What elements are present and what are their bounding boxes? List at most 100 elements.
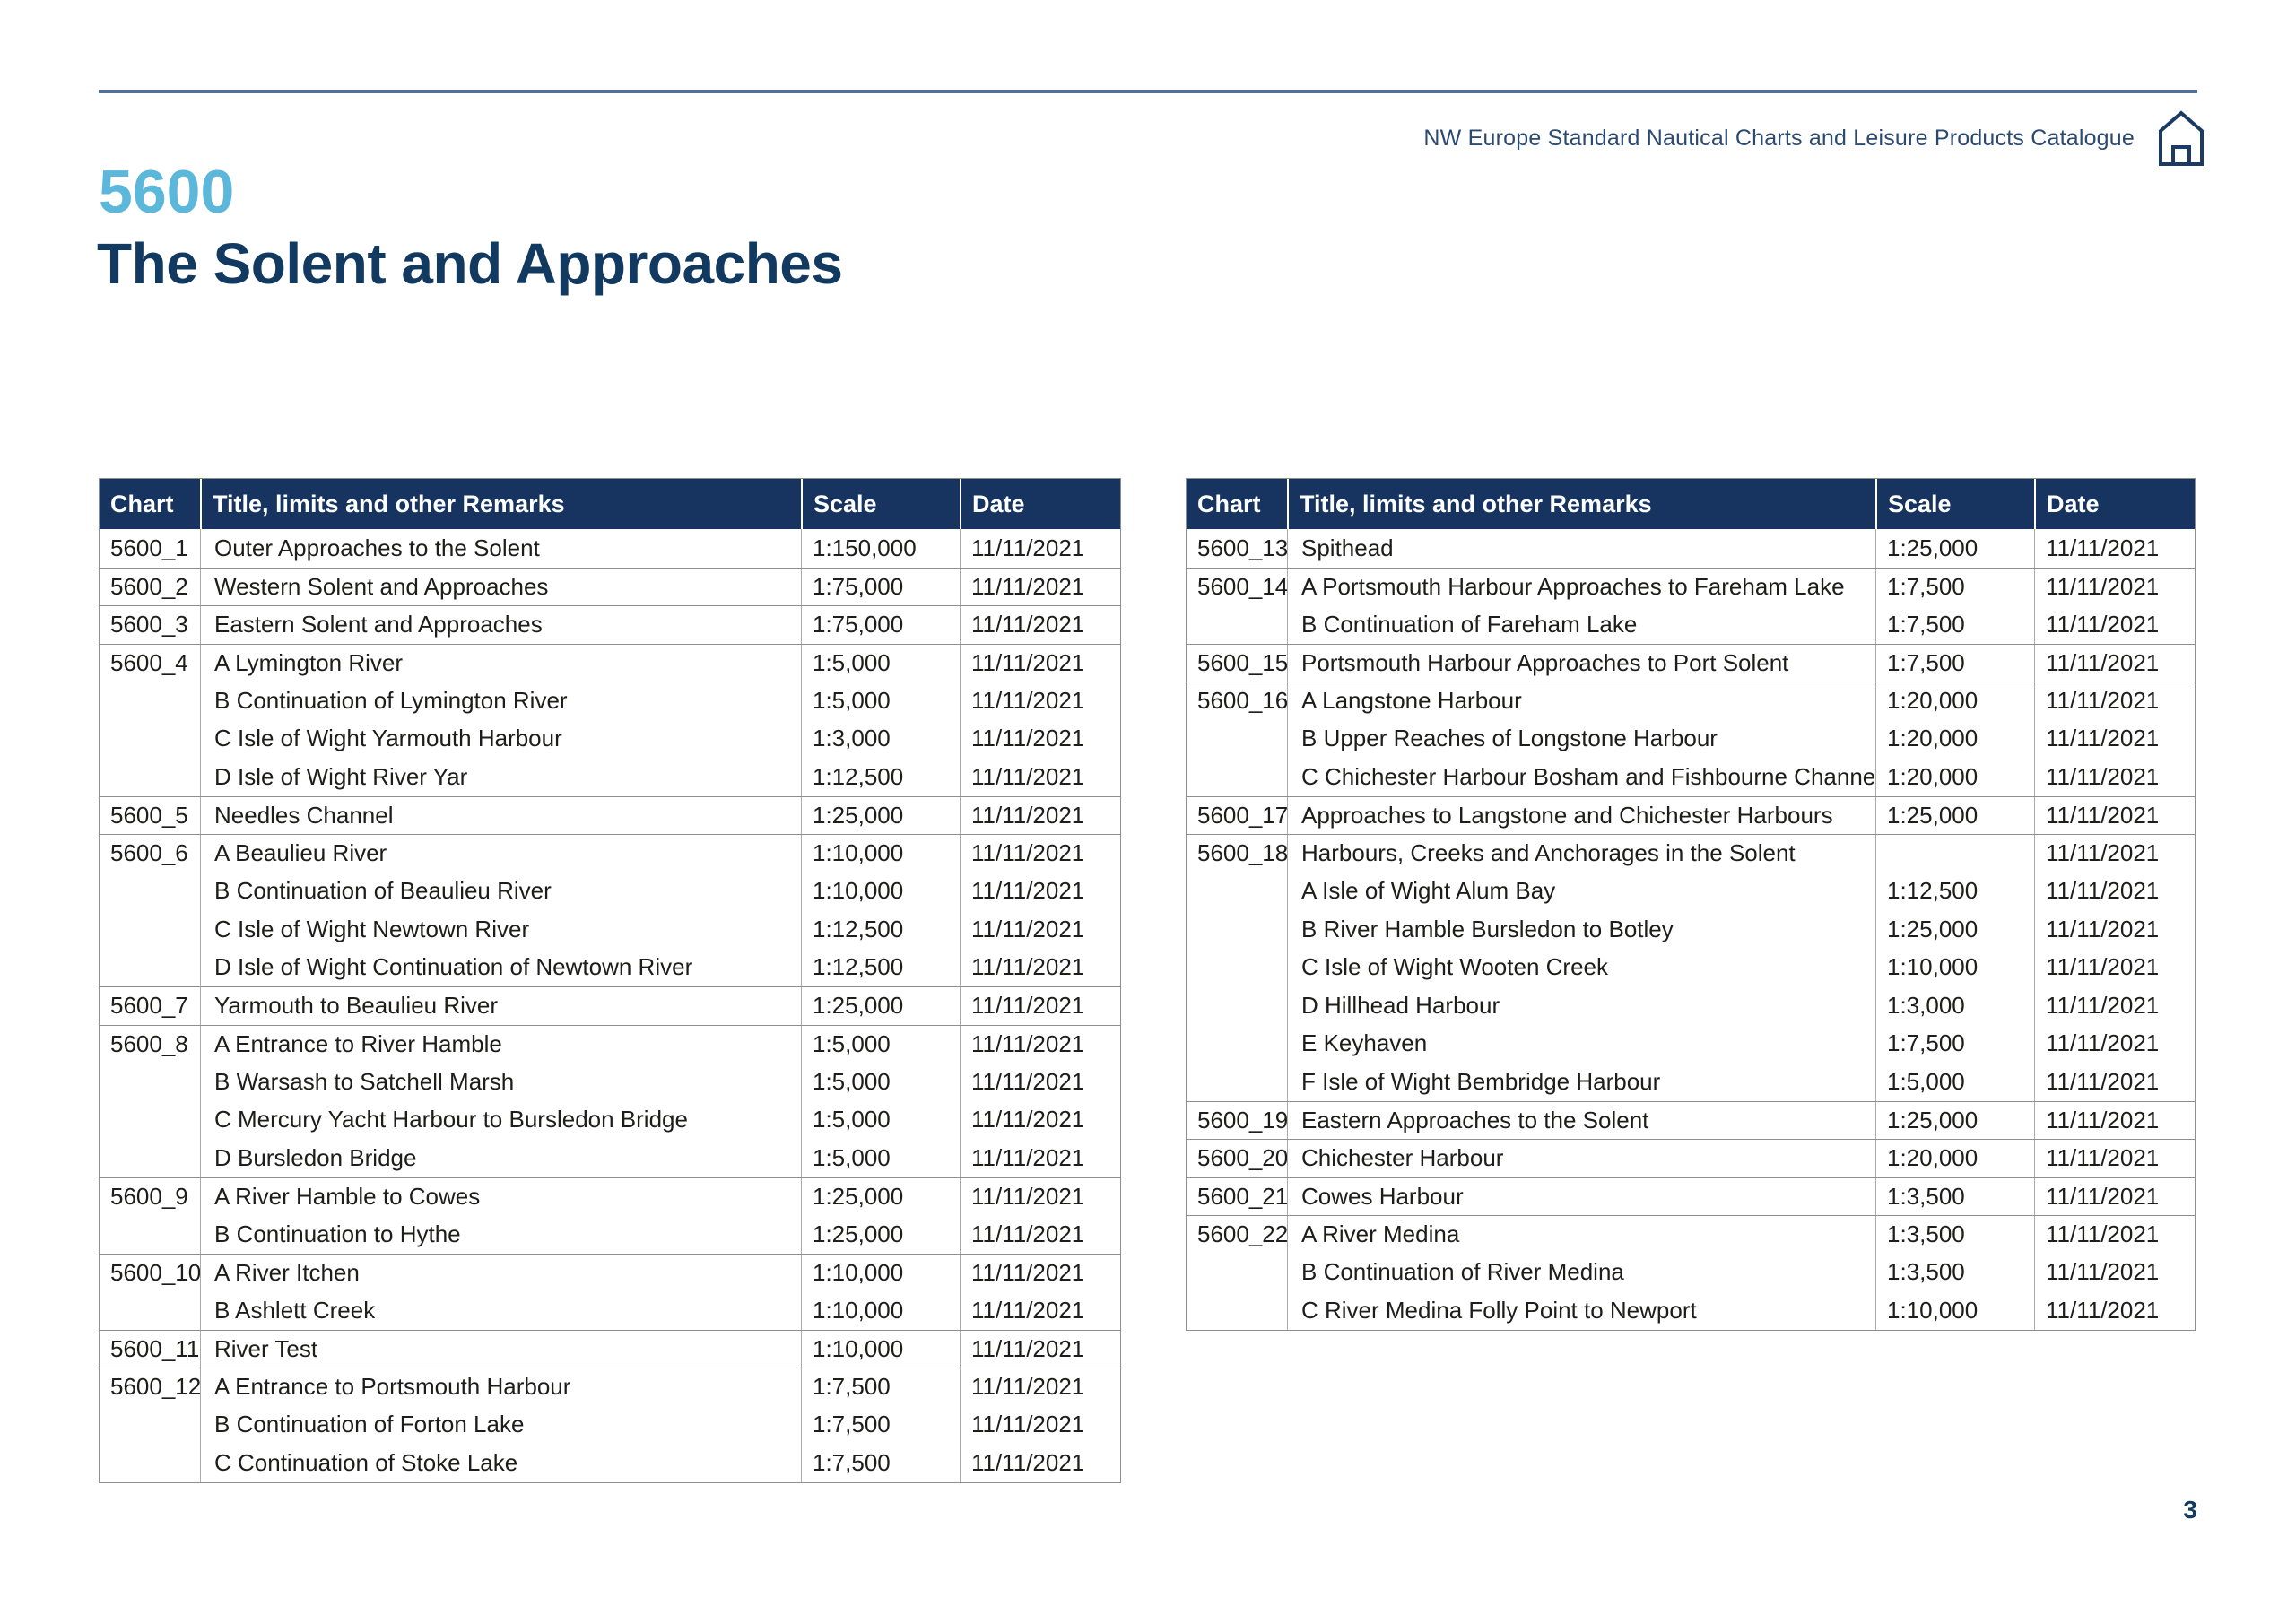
- scale-cell: 1:10,000: [801, 1291, 960, 1330]
- scale-cell: 1:10,000: [801, 1330, 960, 1368]
- chart-id-cell: 5600_20: [1197, 1144, 1287, 1172]
- chart-id-cell: [100, 1406, 200, 1445]
- date-cell: 11/11/2021: [2034, 1101, 2195, 1139]
- scale-cell: 1:7,500: [801, 1405, 960, 1444]
- scale-cell: 1:20,000: [1875, 719, 2034, 758]
- title-cell: C Mercury Yacht Harbour to Bursledon Bri…: [200, 1100, 801, 1139]
- table-body: 5600_1 Outer Approaches to the Solent 1:…: [100, 529, 1120, 1482]
- date-cell: 11/11/2021: [960, 606, 1120, 644]
- date-cell: 11/11/2021: [2034, 758, 2195, 796]
- scale-cell: 1:3,000: [1875, 986, 2034, 1025]
- date-cell: 11/11/2021: [960, 682, 1120, 720]
- chart-id-cell: [1187, 1254, 1287, 1292]
- chart-id-cell: [100, 1215, 200, 1254]
- scale-cell: 1:7,500: [801, 1444, 960, 1482]
- chart-id-cell: [1187, 873, 1287, 911]
- catalogue-header: NW Europe Standard Nautical Charts and L…: [1423, 109, 2208, 168]
- chart-id-cell: [1187, 605, 1287, 644]
- title-cell: A Portsmouth Harbour Approaches to Fareh…: [1287, 568, 1875, 605]
- scale-cell: [1875, 835, 2034, 873]
- table-row: D Hillhead Harbour 1:3,000 11/11/2021: [1187, 986, 2195, 1025]
- scale-cell: 1:5,000: [801, 1139, 960, 1177]
- scale-cell: 1:7,500: [1875, 1024, 2034, 1063]
- title-cell: Chichester Harbour: [1287, 1140, 1875, 1177]
- date-cell: 11/11/2021: [960, 987, 1120, 1025]
- chart-id-cell: [1187, 986, 1287, 1025]
- date-cell: 11/11/2021: [960, 758, 1120, 796]
- title-cell: A Beaulieu River: [200, 835, 801, 873]
- title-cell: C Chichester Harbour Bosham and Fishbour…: [1287, 758, 1875, 796]
- title-cell: Eastern Approaches to the Solent: [1287, 1101, 1875, 1139]
- date-cell: 11/11/2021: [2034, 605, 2195, 644]
- chart-id-cell: 5600_11: [110, 1334, 200, 1362]
- chart-id-cell: 5600_4: [110, 648, 188, 676]
- date-cell: 11/11/2021: [960, 1063, 1120, 1101]
- date-cell: 11/11/2021: [960, 719, 1120, 758]
- table-row: 5600_14 A Portsmouth Harbour Approaches …: [1187, 567, 2195, 605]
- chart-id-cell: [100, 1063, 200, 1101]
- title-cell: Approaches to Langstone and Chichester H…: [1287, 796, 1875, 834]
- table-row: 5600_2 Western Solent and Approaches 1:7…: [100, 567, 1120, 605]
- title-cell: B River Hamble Bursledon to Botley: [1287, 910, 1875, 949]
- title-cell: A Entrance to Portsmouth Harbour: [200, 1368, 801, 1406]
- catalogue-title: NW Europe Standard Nautical Charts and L…: [1423, 125, 2135, 151]
- table-row: B Continuation to Hythe 1:25,000 11/11/2…: [100, 1215, 1120, 1254]
- date-cell: 11/11/2021: [960, 1177, 1120, 1215]
- date-cell: 11/11/2021: [960, 568, 1120, 605]
- chart-id-cell: 5600_3: [110, 611, 188, 638]
- date-cell: 11/11/2021: [960, 948, 1120, 986]
- chart-id-cell: [1187, 1025, 1287, 1064]
- chart-id-cell: 5600_9: [110, 1182, 188, 1210]
- title-cell: D Bursledon Bridge: [200, 1139, 801, 1177]
- scale-cell: 1:25,000: [801, 1177, 960, 1215]
- chart-id-cell: 5600_16: [1197, 687, 1287, 715]
- date-cell: 11/11/2021: [2034, 682, 2195, 720]
- title-cell: Western Solent and Approaches: [200, 568, 801, 605]
- date-cell: 11/11/2021: [960, 1100, 1120, 1139]
- chart-table-right: Chart Title, limits and other Remarks Sc…: [1186, 478, 2196, 1331]
- title-cell: C River Medina Folly Point to Newport: [1287, 1291, 1875, 1330]
- date-cell: 11/11/2021: [960, 1025, 1120, 1063]
- chart-id-cell: [100, 1444, 200, 1482]
- table-row: 5600_7 Yarmouth to Beaulieu River 1:25,0…: [100, 986, 1120, 1025]
- date-cell: 11/11/2021: [2034, 948, 2195, 986]
- scale-cell: 1:3,500: [1875, 1177, 2034, 1215]
- scale-cell: 1:25,000: [801, 987, 960, 1025]
- chart-id-cell: [100, 910, 200, 949]
- chart-series-number: 5600: [99, 158, 235, 226]
- scale-cell: 1:12,500: [1875, 872, 2034, 910]
- chart-id-cell: 5600_15: [1197, 648, 1287, 676]
- title-cell: C Continuation of Stoke Lake: [200, 1444, 801, 1482]
- scale-cell: 1:25,000: [1875, 796, 2034, 834]
- date-cell: 11/11/2021: [2034, 719, 2195, 758]
- title-cell: C Isle of Wight Yarmouth Harbour: [200, 719, 801, 758]
- scale-cell: 1:5,000: [801, 644, 960, 682]
- chart-id-cell: 5600_12: [110, 1373, 200, 1401]
- title-cell: B Warsash to Satchell Marsh: [200, 1063, 801, 1101]
- scale-cell: 1:10,000: [1875, 948, 2034, 986]
- scale-cell: 1:3,000: [801, 719, 960, 758]
- title-cell: Yarmouth to Beaulieu River: [200, 987, 801, 1025]
- date-cell: 11/11/2021: [2034, 1177, 2195, 1215]
- chart-id-cell: 5600_6: [110, 839, 188, 867]
- table-row: B River Hamble Bursledon to Botley 1:25,…: [1187, 910, 2195, 949]
- chart-id-cell: 5600_18: [1197, 839, 1287, 867]
- scale-cell: 1:12,500: [801, 948, 960, 986]
- title-cell: Outer Approaches to the Solent: [200, 529, 801, 568]
- table-row: C River Medina Folly Point to Newport 1:…: [1187, 1291, 2195, 1330]
- date-cell: 11/11/2021: [2034, 1063, 2195, 1101]
- column-header-scale: Scale: [801, 479, 960, 529]
- table-row: D Isle of Wight Continuation of Newtown …: [100, 948, 1120, 986]
- column-header-date: Date: [960, 479, 1120, 529]
- date-cell: 11/11/2021: [2034, 796, 2195, 834]
- scale-cell: 1:75,000: [801, 568, 960, 605]
- scale-cell: 1:20,000: [1875, 758, 2034, 796]
- table-row: 5600_10 A River Itchen 1:10,000 11/11/20…: [100, 1253, 1120, 1291]
- column-header-scale: Scale: [1875, 479, 2034, 529]
- date-cell: 11/11/2021: [960, 644, 1120, 682]
- table-row: F Isle of Wight Bembridge Harbour 1:5,00…: [1187, 1063, 2195, 1101]
- scale-cell: 1:7,500: [1875, 644, 2034, 682]
- title-cell: B Continuation of Beaulieu River: [200, 872, 801, 910]
- home-icon[interactable]: [2154, 109, 2208, 168]
- date-cell: 11/11/2021: [2034, 1216, 2195, 1254]
